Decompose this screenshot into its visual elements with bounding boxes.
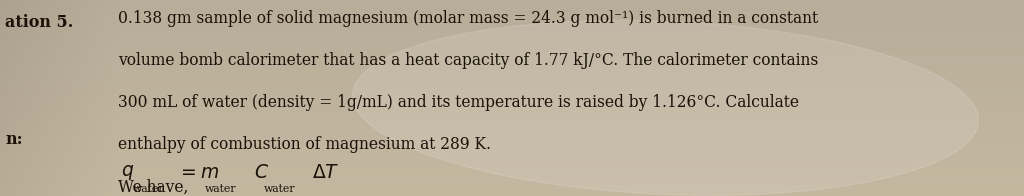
Text: 300 mL of water (density = 1g/mL) and its temperature is raised by 1.126°C. Calc: 300 mL of water (density = 1g/mL) and it…: [118, 94, 799, 111]
Text: We have,: We have,: [118, 178, 188, 195]
Text: $\Delta T$: $\Delta T$: [312, 164, 340, 182]
Text: water: water: [264, 184, 296, 194]
Text: water: water: [205, 184, 237, 194]
Text: $C$: $C$: [254, 164, 269, 182]
Ellipse shape: [352, 20, 979, 195]
Text: 0.138 gm sample of solid magnesium (molar mass = 24.3 g mol⁻¹) is burned in a co: 0.138 gm sample of solid magnesium (mola…: [118, 10, 818, 27]
Text: volume bomb calorimeter that has a heat capacity of 1.77 kJ/°C. The calorimeter : volume bomb calorimeter that has a heat …: [118, 52, 818, 69]
Text: n:: n:: [5, 131, 23, 148]
Text: $q$: $q$: [121, 163, 134, 182]
Text: water: water: [133, 184, 165, 194]
Text: $= m$: $= m$: [177, 164, 219, 182]
Text: ation 5.: ation 5.: [5, 14, 74, 31]
Text: enthalpy of combustion of magnesium at 289 K.: enthalpy of combustion of magnesium at 2…: [118, 136, 490, 153]
